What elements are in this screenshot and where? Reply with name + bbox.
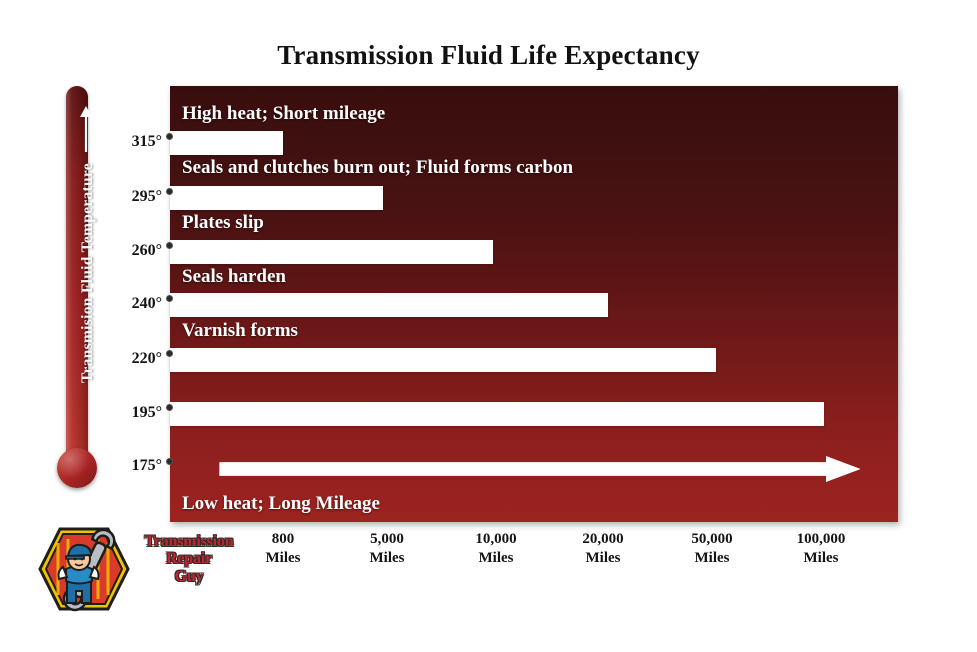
x-tick-number: 800 — [271, 531, 295, 547]
logo-line-1: Transmission — [144, 533, 234, 550]
x-tick-unit: Miles — [369, 549, 405, 566]
x-tick-number: 5,000 — [370, 531, 404, 547]
annotation-low-heat: Low heat; Long Mileage — [182, 493, 380, 514]
bar-195-100000 — [170, 402, 824, 426]
y-axis-title: Transmision Fluid Temperature — [79, 163, 96, 383]
annotation-varnish-forms: Varnish forms — [182, 320, 298, 341]
x-tick-unit: Miles — [585, 549, 621, 566]
logo-line-3: Guy — [174, 567, 204, 585]
bar-315-800 — [170, 131, 283, 155]
x-tick-number: 10,000 — [475, 531, 517, 547]
y-tick-label-195: 195° — [131, 404, 162, 421]
x-tick-unit: Miles — [265, 549, 301, 566]
bar-240-20000 — [170, 293, 608, 317]
y-tick-label-315: 315° — [131, 133, 162, 150]
x-tick-label-50000: 50,000 Miles — [657, 530, 767, 568]
y-tick-marker-315 — [166, 133, 173, 140]
x-tick-label-10000: 10,000 Miles — [441, 530, 551, 568]
x-tick-label-5000: 5,000 Miles — [332, 530, 442, 568]
x-tick-label-800: 800 Miles — [228, 530, 338, 568]
logo-line-2: Repair — [166, 550, 212, 568]
thermometer-bulb — [57, 448, 97, 488]
thermometer-stem: Transmision Fluid Temperature — [66, 86, 96, 468]
annotation-plates-slip: Plates slip — [182, 212, 264, 233]
thermometer-graphic: Transmision Fluid Temperature — [57, 86, 97, 498]
bar-295-5000 — [170, 186, 383, 210]
y-tick-label-240: 240° — [131, 295, 162, 312]
x-tick-number: 100,000 — [796, 531, 846, 547]
transmission-repair-guy-logo[interactable]: Transmission Repair Guy — [36, 521, 234, 621]
y-tick-label-220: 220° — [131, 350, 162, 367]
y-tick-marker-295 — [166, 188, 173, 195]
x-tick-label-100000: 100,000 Miles — [766, 530, 876, 568]
y-tick-marker-175 — [166, 458, 173, 465]
y-tick-label-295: 295° — [131, 188, 162, 205]
y-tick-marker-195 — [166, 404, 173, 411]
chart-plot-area: High heat; Short mileage Seals and clutc… — [166, 86, 898, 522]
annotation-seals-harden: Seals harden — [182, 266, 286, 287]
bar-220-50000 — [170, 348, 716, 372]
y-tick-marker-260 — [166, 242, 173, 249]
up-arrow-icon — [80, 106, 92, 152]
y-tick-label-175: 175° — [131, 457, 162, 474]
x-tick-unit: Miles — [803, 549, 839, 566]
page-title: Transmission Fluid Life Expectancy — [277, 40, 700, 70]
y-tick-marker-220 — [166, 350, 173, 357]
logo-text: Transmission Repair Guy — [128, 533, 250, 585]
x-tick-label-20000: 20,000 Miles — [548, 530, 658, 568]
x-tick-unit: Miles — [478, 549, 514, 566]
y-tick-marker-240 — [166, 295, 173, 302]
bar-260-10000 — [170, 240, 493, 264]
y-tick-label-260: 260° — [131, 242, 162, 259]
annotation-seals-burn: Seals and clutches burn out; Fluid forms… — [182, 157, 574, 178]
x-tick-unit: Miles — [694, 549, 730, 566]
x-tick-number: 50,000 — [691, 531, 733, 547]
bar-175-arrow — [219, 456, 861, 482]
annotation-high-heat: High heat; Short mileage — [182, 103, 386, 124]
mechanic-with-wrench-icon — [38, 527, 130, 612]
x-tick-number: 20,000 — [582, 531, 624, 547]
